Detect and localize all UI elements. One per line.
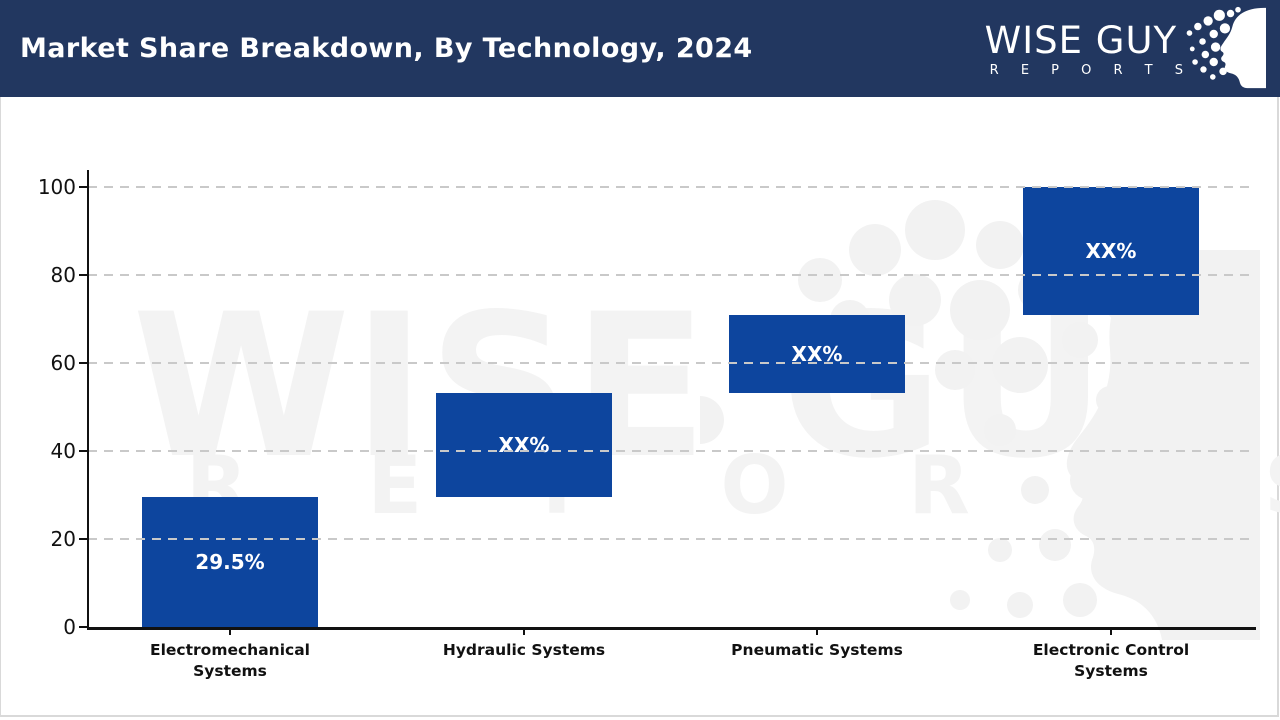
bar: XX%	[729, 315, 905, 393]
x-axis-label: Pneumatic Systems	[677, 640, 957, 661]
y-tick-mark	[79, 274, 87, 276]
logo-wordmark: WISE GUY	[984, 18, 1178, 62]
y-tick-label: 0	[63, 615, 76, 639]
y-tick-mark	[79, 538, 87, 540]
x-axis-label-line: Electromechanical	[150, 641, 310, 659]
y-tick-label: 40	[50, 439, 76, 463]
x-axis-label: Electromechanical Systems	[90, 640, 370, 682]
bar: XX%	[436, 392, 612, 498]
page-title: Market Share Breakdown, By Technology, 2…	[20, 33, 753, 64]
y-tick-mark	[79, 186, 87, 188]
y-tick-label: 20	[50, 527, 76, 551]
page-border-right	[1277, 97, 1279, 716]
y-axis-spine	[87, 170, 89, 630]
x-axis-label: Hydraulic Systems	[384, 640, 664, 661]
gridline	[88, 450, 1256, 452]
gridline	[88, 274, 1256, 276]
gridline	[88, 186, 1256, 188]
y-tick-label: 100	[37, 175, 76, 199]
bar-value-label: XX%	[1085, 239, 1137, 264]
x-axis-label: Electronic Control Systems	[971, 640, 1251, 682]
bar-value-label: XX%	[791, 341, 843, 366]
x-axis-label-line: Electronic Control	[1032, 641, 1190, 659]
gridline	[88, 538, 1256, 540]
bar-value-label: XX%	[498, 433, 550, 458]
gridline	[88, 362, 1256, 364]
logo-face-icon	[1182, 6, 1266, 94]
y-tick-mark	[79, 626, 87, 628]
y-tick-mark	[79, 450, 87, 452]
x-tick-mark	[229, 630, 231, 635]
logo-subtitle: R E P O R T S	[989, 62, 1192, 78]
x-tick-mark	[816, 630, 818, 635]
x-tick-mark	[1110, 630, 1112, 635]
header: Market Share Breakdown, By Technology, 2…	[0, 0, 1280, 97]
bar: XX%	[1023, 187, 1199, 316]
watermark-wordmark: WISE GUY	[132, 271, 1254, 502]
x-axis-spine	[88, 627, 1256, 630]
y-tick-label: 80	[50, 263, 76, 287]
y-tick-mark	[79, 362, 87, 364]
logo-text: WISE GUY R E P O R T S	[985, 22, 1192, 78]
y-tick-label: 60	[50, 351, 76, 375]
logo: WISE GUY R E P O R T S	[985, 6, 1266, 94]
x-axis-label-line: Systems	[1074, 662, 1148, 680]
page-border-left	[0, 97, 1, 716]
page-border-bottom	[0, 715, 1279, 717]
bar: 29.5%	[142, 497, 318, 627]
x-tick-mark	[523, 630, 525, 635]
bar-value-label: 29.5%	[195, 550, 265, 575]
x-axis-label-line: Hydraulic Systems	[442, 641, 606, 659]
x-axis-label-line: Pneumatic Systems	[731, 641, 903, 659]
x-axis-label-line: Systems	[193, 662, 267, 680]
